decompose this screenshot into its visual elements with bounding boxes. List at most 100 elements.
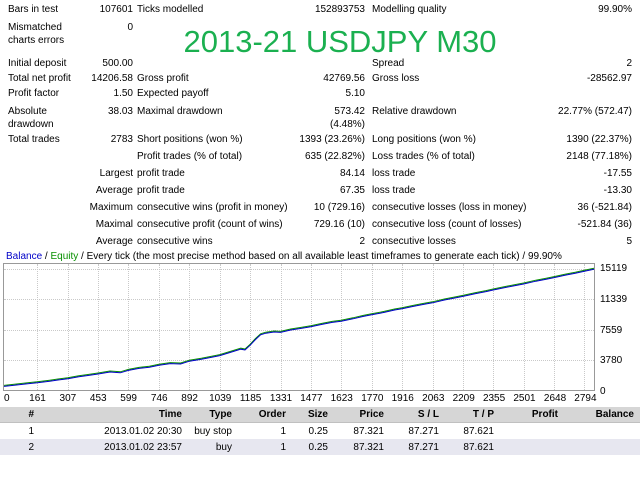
stats-row: Profit factor 1.50 Expected payoff 5.10 [0,87,640,100]
stat-label: consecutive wins [137,236,213,247]
gridline-v [37,264,39,390]
stat-label: Mismatched charts errors [8,22,65,46]
stat-value: 5 [626,236,632,247]
x-tick-label: 1039 [209,393,232,404]
stat-label: Total trades [8,134,60,145]
gridline-v [402,264,404,390]
balance-line [4,269,594,386]
table-header-cell: Size [307,409,328,420]
trade-row: 2 2013.01.02 23:57 buy 1 0.25 87.321 87.271 87.… [0,439,640,455]
stat-value: 500.00 [102,58,133,69]
stats-row: Maximum consecutive wins (profit in money… [0,201,640,214]
table-header-cell: Order [258,409,286,420]
stat-label: Ticks modelled [137,4,204,15]
stat-value: 2148 (77.18%) [566,151,632,162]
trade-cell: 0.25 [308,425,328,437]
legend-equity-label: Equity [50,251,79,262]
y-tick-label: 15119 [600,263,628,275]
stats-row: Average profit trade 67.35 loss trade -13.30 [0,184,640,197]
stat-label: consecutive wins (profit in money) [137,202,288,213]
stat-label: Modelling quality [372,4,447,15]
x-axis-labels: 0 161 307 453 599 746 892 1039 1185 1331 1477 1623 1… [4,392,597,405]
trade-cell: 2 [28,441,34,453]
stat-label: Short positions (won %) [137,134,243,145]
gridline-v [584,264,586,390]
stat-value: 42769.56 [323,73,365,84]
table-header-cell: Price [359,409,384,420]
stats-row: Bars in test 107601 Ticks modelled 15289375… [0,3,640,16]
equity-curve-svg [4,264,594,390]
stat-label: Absolute drawdown [8,106,54,130]
trade-cell: 1 [280,441,286,453]
x-tick-label: 1331 [269,393,293,404]
gridline-h [4,299,594,301]
y-tick-label: 0 [600,386,606,397]
table-header-cell: # [28,409,34,420]
x-tick-label: 161 [29,393,46,404]
trade-cell: 0.25 [308,441,328,453]
stat-label: Maximal drawdown [137,106,223,117]
trade-cell: 2013.01.02 20:30 [104,425,182,437]
legend-separator: / [78,251,87,262]
stat-value: 5.10 [345,88,365,99]
stats-row: Mismatched charts errors 0 [0,21,640,47]
stat-label: profit trade [137,185,185,196]
stat-label: Profit trades (% of total) [137,151,243,162]
chart-legend: Balance / Equity / Every tick (the most … [0,250,640,263]
gridline-v [158,264,160,390]
stat-value: 2783 [110,134,133,145]
gridline-v [280,264,282,390]
stat-value: Average [95,185,133,196]
stat-value: 22.77% (572.47) [558,106,632,117]
gridline-v [128,264,130,390]
stat-value: 84.14 [339,168,365,179]
table-header-cell: Balance [595,409,634,420]
x-tick-label: 453 [89,393,107,404]
x-tick-label: 2794 [574,393,597,404]
x-tick-label: 2209 [452,393,475,404]
trade-cell: 2013.01.02 23:57 [104,441,182,453]
x-tick-label: 2355 [482,393,506,404]
x-tick-label: 1916 [391,393,414,404]
stat-value: Average [95,236,133,247]
gridline-h [4,359,594,361]
stats-row: Maximal consecutive profit (count of wins… [0,218,640,231]
gridline-v [250,264,252,390]
stat-label: Initial deposit [8,58,67,69]
stat-label: loss trade [372,185,416,196]
gridline-v [554,264,556,390]
trade-cell: 87.621 [463,425,494,437]
gridline-v [189,264,191,390]
x-tick-label: 2648 [543,393,567,404]
stat-value: 2 [359,236,365,247]
stat-label: profit trade [137,168,185,179]
stat-value: 67.35 [339,185,365,196]
x-tick-label: 892 [181,393,198,404]
x-tick-label: 307 [59,393,77,404]
stat-value: 36 (-521.84) [577,202,632,213]
x-tick-label: 1623 [330,393,353,404]
y-axis-labels: 0 3780 7559 11339 15119 [595,263,640,397]
gridline-v [493,264,495,390]
trade-cell: 87.621 [463,441,494,453]
stat-value: 99.90% [598,4,632,15]
x-tick-label: 2501 [513,393,536,404]
stat-label: Expected payoff [137,88,209,99]
gridline-v [98,264,100,390]
stat-value: Largest [99,168,133,179]
stats-table: Bars in test 107601 Ticks modelled 15289375… [0,3,640,248]
stat-value: -28562.97 [586,73,632,84]
stat-label: Relative drawdown [372,106,457,117]
stat-value: -17.55 [603,168,632,179]
table-header-cell: S / L [417,409,439,420]
x-tick-label: 0 [4,393,10,404]
table-header-cell: Profit [531,409,558,420]
trades-table-header: # Time Type Order Size Price S / L T / P Profit B… [0,407,640,423]
trade-cell: buy stop [194,425,232,437]
stat-value: 635 (22.82%) [304,151,365,162]
table-header-cell: Type [209,409,232,420]
stat-value: 10 (729.16) [313,202,365,213]
stat-label: Spread [372,58,405,69]
legend-balance-label: Balance [6,251,43,262]
y-tick-label: 11339 [600,293,628,305]
